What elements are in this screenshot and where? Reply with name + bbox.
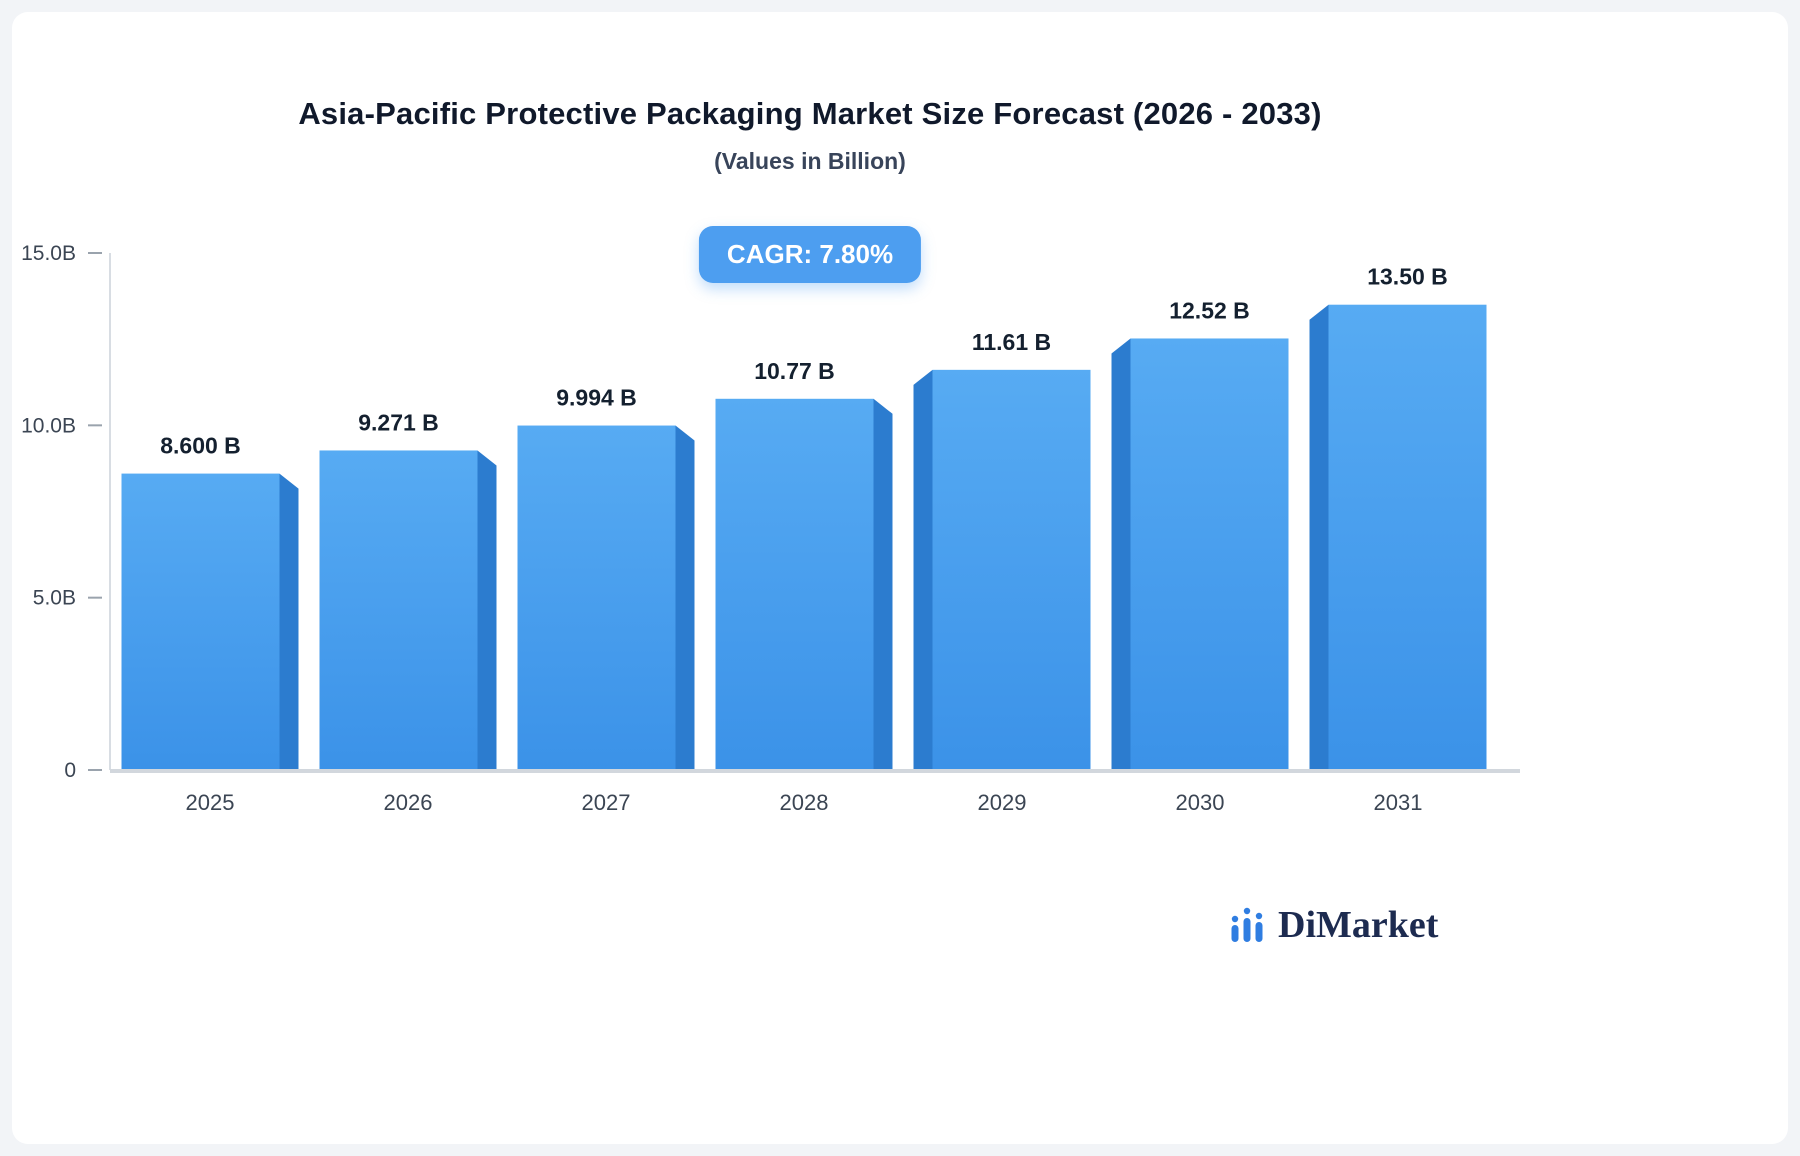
x-tick-label: 2025 [186,790,235,815]
bar [932,369,1091,770]
bar [1328,304,1487,770]
x-tick-label: 2031 [1374,790,1423,815]
bar-value-label: 11.61 B [972,329,1051,355]
y-tick-label: 0 [64,759,76,782]
y-tick-label: 15.0B [21,242,76,265]
bar-side-face [1309,304,1329,770]
x-tick-label: 2029 [978,790,1027,815]
bar [1130,338,1289,770]
y-tick-label: 5.0B [33,587,76,610]
chart-card [12,12,1788,1144]
cagr-badge: CAGR: 7.80% [698,226,922,283]
bar-value-label: 8.600 B [160,433,241,459]
chart-subtitle: (Values in Billion) [714,148,906,174]
bar [319,450,478,770]
bar-side-face [913,369,933,770]
bar-value-label: 13.50 B [1367,264,1448,290]
bar [715,398,874,770]
bar [121,473,280,770]
bar-side-face [1111,338,1131,770]
bar-value-label: 9.271 B [358,409,439,435]
bar-side-face [279,473,299,770]
x-tick-label: 2028 [780,790,829,815]
logo-wordmark: DiMarket [1278,904,1439,946]
chart-title: Asia-Pacific Protective Packaging Market… [298,96,1322,131]
bar-value-label: 12.52 B [1169,297,1250,323]
bar [517,425,676,770]
x-tick-label: 2026 [384,790,433,815]
y-tick-label: 10.0B [21,414,76,437]
bar-side-face [477,450,497,770]
bar-side-face [675,425,695,770]
x-tick-label: 2027 [582,790,631,815]
bar-chart-icon [1228,905,1268,945]
bar-value-label: 9.994 B [556,385,637,411]
x-tick-label: 2030 [1176,790,1225,815]
bar-side-face [873,398,893,770]
bar-value-label: 10.77 B [754,358,835,384]
brand-logo: DiMarket [1228,903,1438,947]
